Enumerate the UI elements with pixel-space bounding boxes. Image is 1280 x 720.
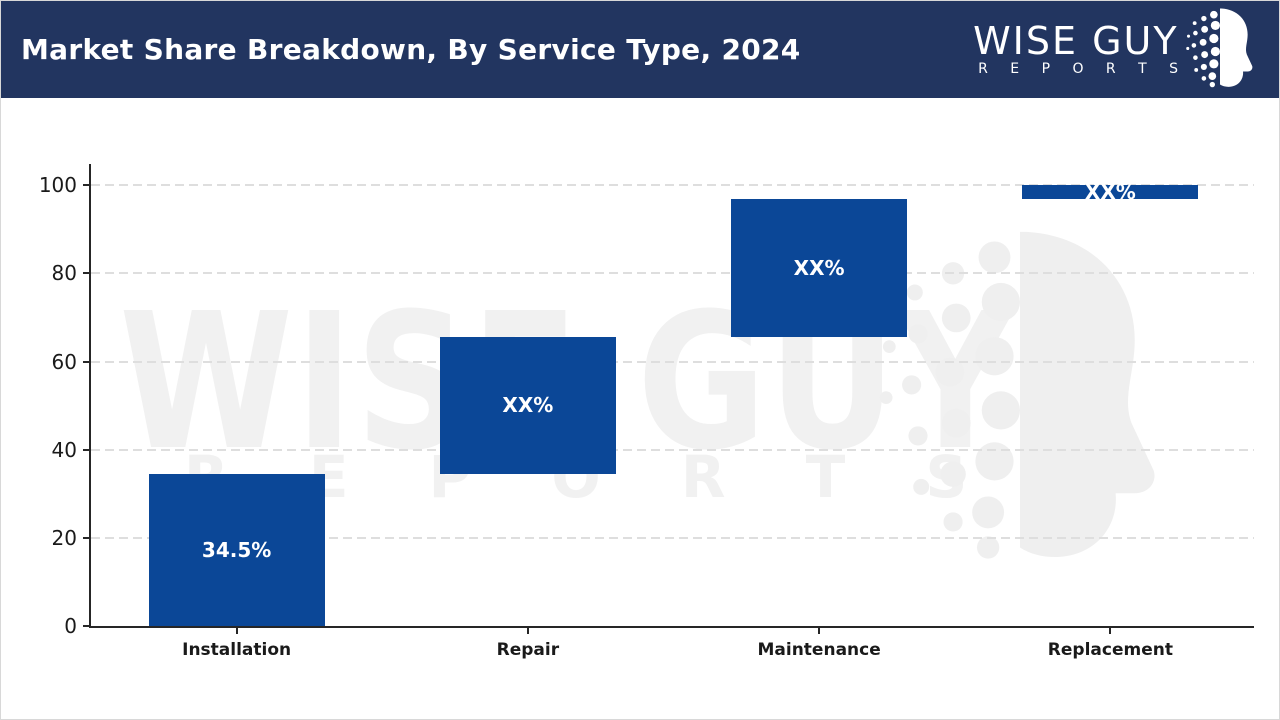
x-tick-label-maintenance: Maintenance xyxy=(757,640,881,660)
y-tick-label-60: 60 xyxy=(51,349,77,374)
x-tick-label-repair: Repair xyxy=(496,640,560,660)
x-tick-maintenance xyxy=(818,626,821,634)
bar-value-label: XX% xyxy=(502,393,554,418)
x-tick-installation xyxy=(235,626,238,634)
logo-text: WISE GUY R E P O R T S xyxy=(973,18,1187,78)
y-tick-label-40: 40 xyxy=(51,437,77,462)
bar-value-label: XX% xyxy=(1084,180,1136,205)
logo-subtitle: R E P O R T S xyxy=(978,61,1187,78)
logo-wordmark: WISE GUY xyxy=(973,18,1179,63)
bar-maintenance: XX% xyxy=(731,199,908,337)
logo-head-icon xyxy=(1183,7,1257,93)
bar-replacement: XX% xyxy=(1022,180,1199,204)
x-tick-label-installation: Installation xyxy=(182,640,292,660)
bar-repair: XX% xyxy=(439,336,616,474)
y-tick-0 xyxy=(83,625,91,627)
bar-installation: 34.5% xyxy=(148,473,325,626)
x-tick-replacement xyxy=(1109,626,1112,634)
bar-value-label: 34.5% xyxy=(201,537,272,562)
y-tick-label-80: 80 xyxy=(51,261,77,286)
x-tick-label-replacement: Replacement xyxy=(1047,640,1173,660)
y-tick-label-0: 0 xyxy=(64,614,77,638)
y-tick-20 xyxy=(83,536,91,539)
y-tick-100 xyxy=(83,184,91,187)
bar-value-label: XX% xyxy=(793,255,845,280)
chart-title: Market Share Breakdown, By Service Type,… xyxy=(21,33,801,66)
y-tick-40 xyxy=(83,448,91,451)
gridline-60 xyxy=(91,360,1254,363)
y-tick-label-20: 20 xyxy=(51,525,77,550)
gridline-100 xyxy=(91,184,1254,187)
header-bar: Market Share Breakdown, By Service Type,… xyxy=(1,1,1279,98)
y-tick-60 xyxy=(83,360,91,363)
y-tick-80 xyxy=(83,272,91,275)
gridline-80 xyxy=(91,272,1254,275)
gridline-20 xyxy=(91,536,1254,539)
plot-area: 0 20 40 60 80 100 Installation Repair Maintenanc… xyxy=(39,164,1254,660)
x-tick-repair xyxy=(526,626,529,634)
wiseguy-logo: WISE GUY R E P O R T S xyxy=(973,7,1257,93)
y-tick-label-100: 100 xyxy=(38,173,77,198)
gridline-40 xyxy=(91,448,1254,451)
